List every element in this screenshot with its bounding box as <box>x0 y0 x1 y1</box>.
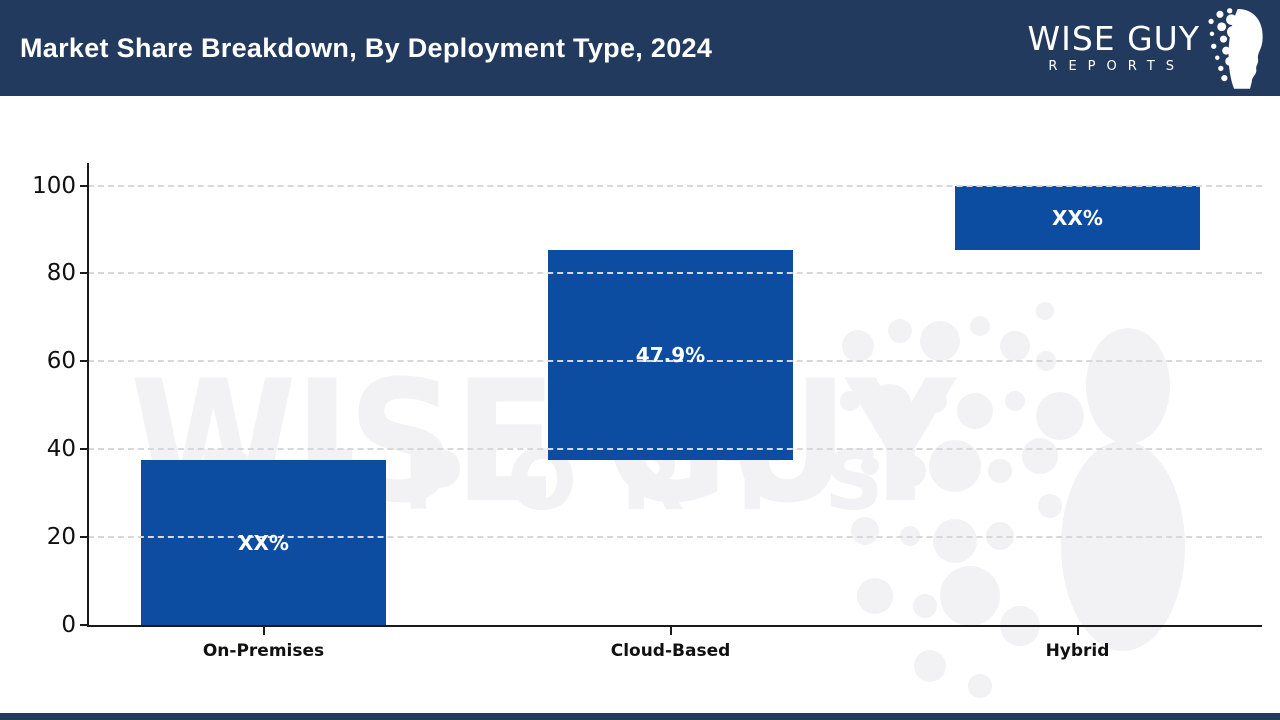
logo-face-dots-icon <box>1208 8 1263 89</box>
footer-bar <box>0 713 1280 720</box>
watermark-head-graphic <box>840 302 1185 698</box>
header-bar: Market Share Breakdown, By Deployment Ty… <box>0 0 1280 96</box>
logo-wordmark: WISE GUY REPORTS <box>1027 22 1200 74</box>
logo-reports-label: REPORTS <box>1048 59 1186 74</box>
bar <box>141 460 386 625</box>
bar <box>548 249 793 461</box>
page-title: Market Share Breakdown, By Deployment Ty… <box>20 32 713 63</box>
chart-area: WISE GUY REPORTS 0 20 40 60 80 100 On- <box>0 96 1280 713</box>
bar <box>955 185 1200 250</box>
wise-guy-logo: WISE GUY REPORTS <box>1027 6 1266 90</box>
logo-name-label: WISE GUY <box>1027 19 1200 58</box>
bars-layer <box>0 96 1280 713</box>
